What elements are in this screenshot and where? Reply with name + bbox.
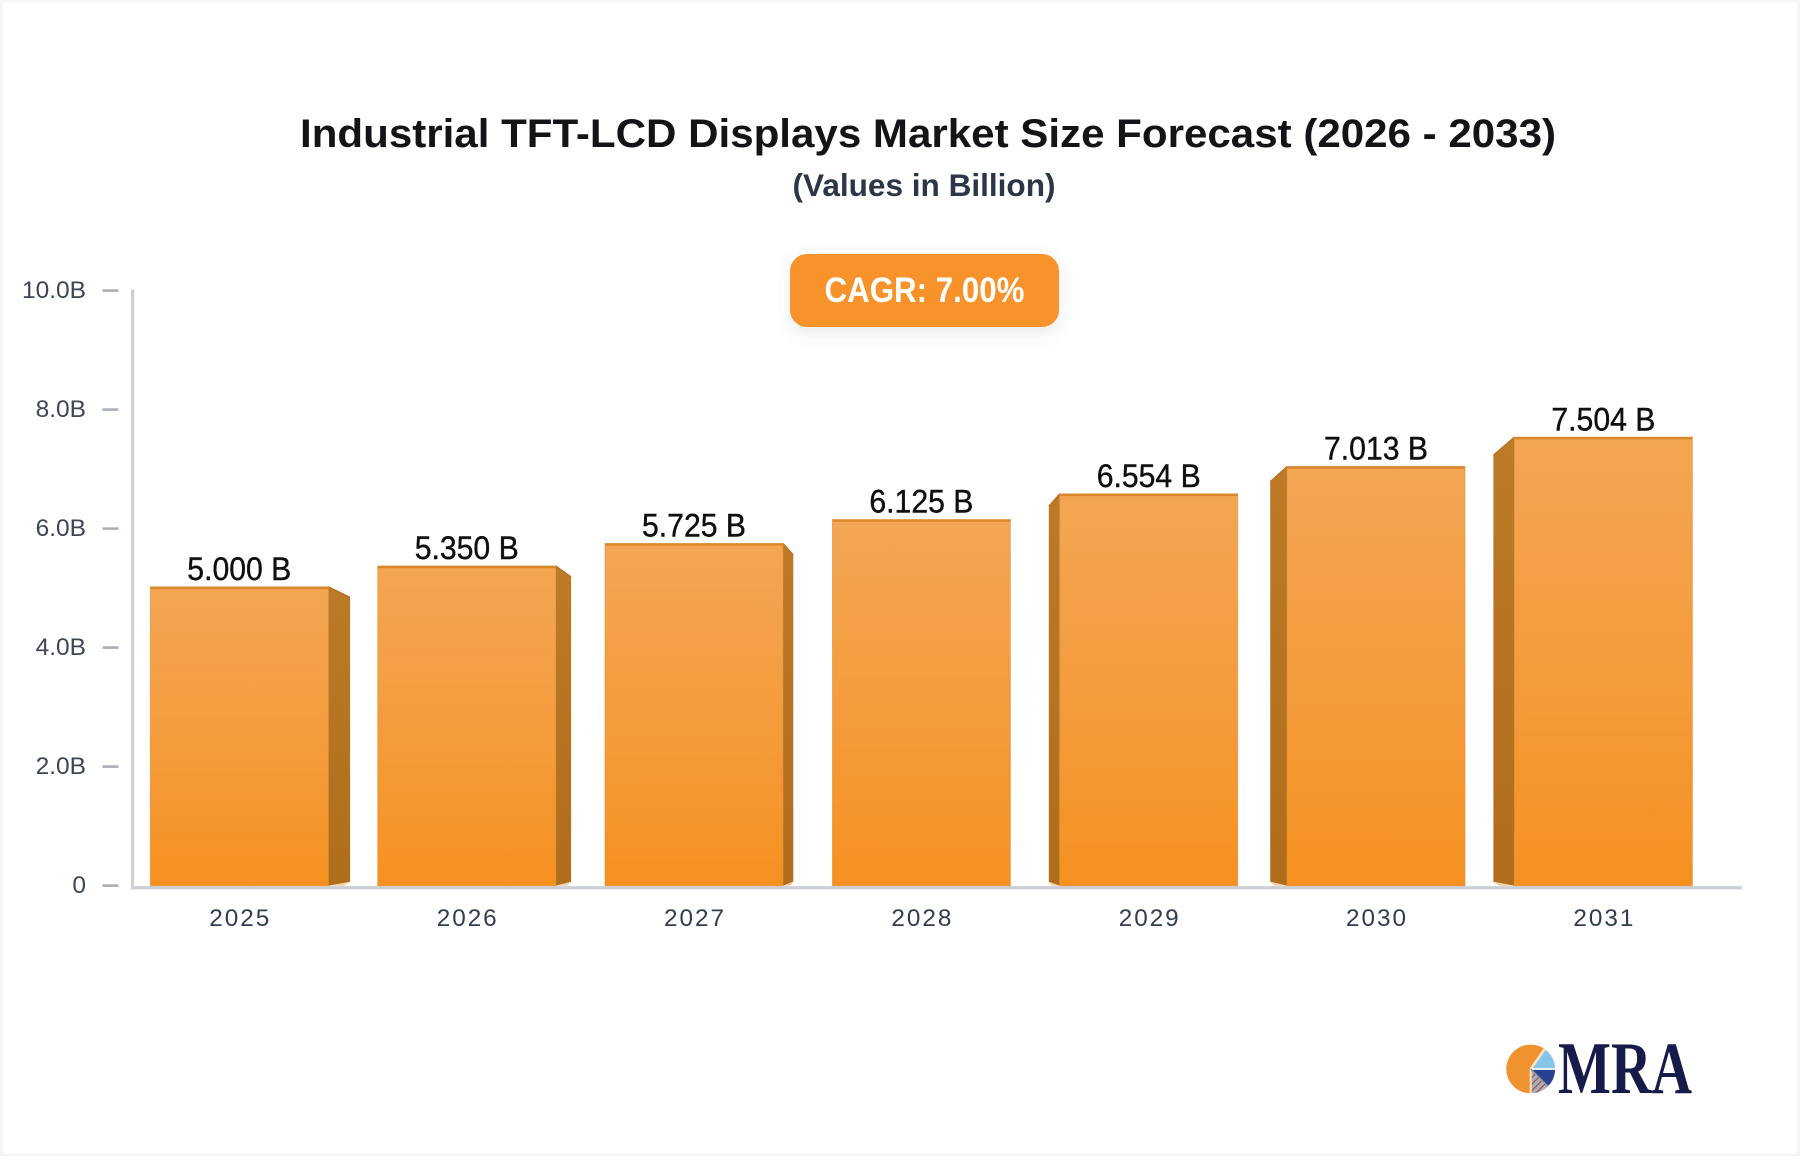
svg-text:6.554 B: 6.554 B <box>1097 458 1201 494</box>
svg-text:2028: 2028 <box>891 905 951 932</box>
svg-text:5.000 B: 5.000 B <box>187 551 291 587</box>
svg-text:5.350 B: 5.350 B <box>415 530 519 566</box>
svg-text:6.125 B: 6.125 B <box>869 484 973 520</box>
svg-text:2025: 2025 <box>209 905 269 932</box>
svg-text:2.0B: 2.0B <box>36 753 86 780</box>
svg-text:10.0B: 10.0B <box>22 277 86 304</box>
svg-text:5.725 B: 5.725 B <box>642 508 746 544</box>
svg-text:7.504 B: 7.504 B <box>1551 401 1655 437</box>
svg-text:6.0B: 6.0B <box>36 515 86 542</box>
svg-text:Industrial TFT-LCD Displays Ma: Industrial TFT-LCD Displays Market Size … <box>300 112 1556 156</box>
svg-text:2031: 2031 <box>1573 905 1633 932</box>
svg-text:MRA: MRA <box>1558 1028 1692 1110</box>
svg-text:CAGR: 7.00%: CAGR: 7.00% <box>825 271 1025 310</box>
svg-text:7.013 B: 7.013 B <box>1324 431 1428 467</box>
svg-text:2027: 2027 <box>664 905 724 932</box>
svg-text:4.0B: 4.0B <box>36 634 86 661</box>
svg-text:8.0B: 8.0B <box>36 396 86 423</box>
svg-text:2030: 2030 <box>1346 905 1406 932</box>
svg-text:0: 0 <box>72 872 86 899</box>
svg-text:(Values in Billion): (Values in Billion) <box>793 167 1056 203</box>
